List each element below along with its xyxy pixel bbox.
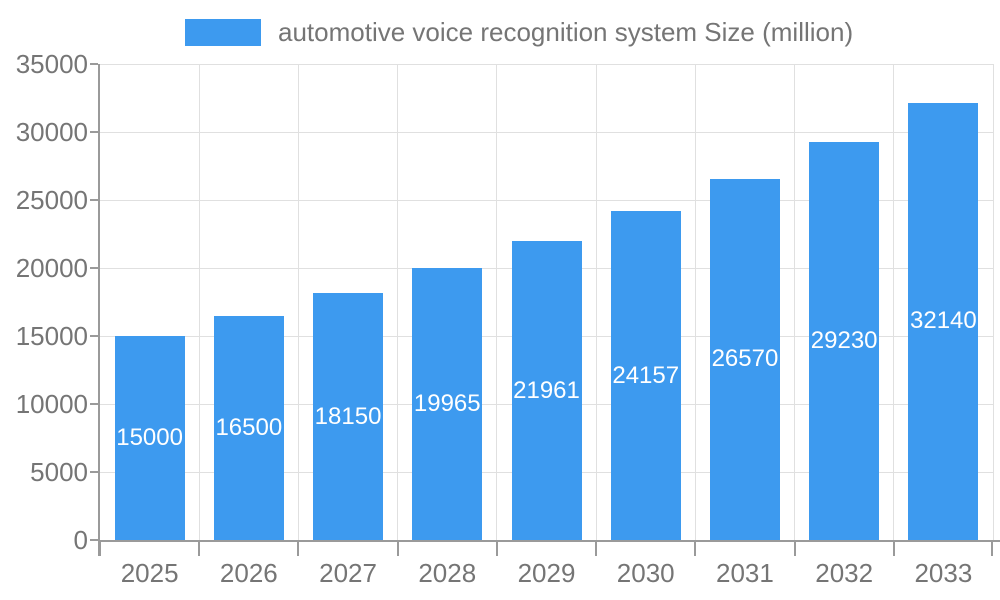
x-axis-label: 2028 bbox=[418, 558, 477, 588]
y-axis-tick bbox=[90, 471, 98, 473]
legend-swatch bbox=[185, 18, 261, 46]
bar-value-label: 32140 bbox=[910, 307, 977, 335]
x-axis-tick bbox=[495, 540, 498, 556]
h-gridline bbox=[100, 199, 993, 201]
v-gridline bbox=[496, 64, 498, 540]
h-gridline bbox=[100, 131, 993, 133]
y-axis-tick bbox=[90, 267, 98, 269]
bar: 24157 bbox=[610, 211, 681, 540]
bar-value-label: 21961 bbox=[513, 376, 580, 404]
v-gridline bbox=[992, 64, 994, 540]
bar: 16500 bbox=[213, 315, 284, 540]
x-axis-tick bbox=[595, 540, 598, 556]
y-axis-tick-label: 5000 bbox=[30, 457, 88, 487]
x-axis-tick bbox=[297, 540, 300, 556]
v-gridline bbox=[595, 64, 597, 540]
x-axis-tick bbox=[694, 540, 697, 556]
x-axis-label: 2025 bbox=[120, 558, 179, 588]
v-gridline bbox=[694, 64, 696, 540]
v-gridline bbox=[198, 64, 200, 540]
legend-label: automotive voice recognition system Size… bbox=[278, 17, 854, 47]
bar-value-label: 15000 bbox=[116, 424, 183, 451]
v-gridline bbox=[397, 64, 399, 540]
y-axis-tick-label: 25000 bbox=[15, 185, 88, 215]
x-axis-label: 2031 bbox=[716, 558, 774, 588]
legend: automotive voice recognition system Size… bbox=[185, 18, 853, 46]
x-axis-label: 2026 bbox=[219, 558, 278, 588]
y-axis-tick bbox=[90, 539, 98, 541]
bar: 26570 bbox=[709, 178, 780, 540]
bar-value-label: 18150 bbox=[314, 402, 382, 430]
bar: 19965 bbox=[412, 268, 483, 540]
bar-value-label: 26570 bbox=[711, 345, 779, 373]
y-axis-tick-label: 20000 bbox=[15, 253, 88, 283]
y-axis-tick bbox=[90, 403, 98, 405]
h-gridline bbox=[100, 63, 993, 65]
bar-value-label: 24157 bbox=[612, 361, 680, 389]
y-axis-tick-label: 0 bbox=[73, 525, 88, 555]
v-gridline bbox=[893, 64, 895, 540]
x-axis-line bbox=[98, 540, 1000, 542]
y-axis-line bbox=[98, 64, 100, 556]
plot-area: 0 5000 10000 15000 20000 25000 30000 35000 15000… bbox=[16, 51, 1000, 586]
bar: 32140 bbox=[908, 102, 979, 540]
x-axis-label: 2033 bbox=[914, 558, 973, 588]
y-axis-tick-label: 10000 bbox=[15, 389, 88, 419]
bar: 21961 bbox=[511, 241, 582, 540]
v-gridline bbox=[297, 64, 299, 540]
bar: 18150 bbox=[313, 293, 384, 540]
y-axis-tick bbox=[90, 63, 98, 65]
bar: 15000 bbox=[114, 336, 185, 540]
bar-value-label: 29230 bbox=[810, 327, 878, 355]
x-axis-label: 2029 bbox=[517, 558, 576, 588]
bar-value-label: 19965 bbox=[413, 390, 481, 418]
x-axis-tick bbox=[99, 540, 101, 556]
y-axis-tick bbox=[90, 335, 98, 337]
x-axis-tick bbox=[793, 540, 796, 556]
y-axis-tick-label: 15000 bbox=[15, 321, 88, 351]
x-axis-label: 2027 bbox=[319, 558, 377, 588]
y-axis-tick-label: 30000 bbox=[15, 117, 88, 147]
y-axis-tick-label: 35000 bbox=[15, 49, 88, 79]
x-axis-tick bbox=[991, 540, 993, 556]
y-axis-tick bbox=[90, 131, 98, 133]
y-axis-tick bbox=[90, 199, 98, 201]
bar-value-label: 16500 bbox=[215, 413, 283, 441]
v-gridline bbox=[794, 64, 796, 540]
x-axis-tick bbox=[892, 540, 895, 556]
x-axis-label: 2030 bbox=[616, 558, 675, 588]
x-axis-tick bbox=[396, 540, 399, 556]
x-axis-tick bbox=[198, 540, 201, 556]
x-axis-label: 2032 bbox=[815, 558, 874, 588]
bar: 29230 bbox=[809, 142, 880, 540]
